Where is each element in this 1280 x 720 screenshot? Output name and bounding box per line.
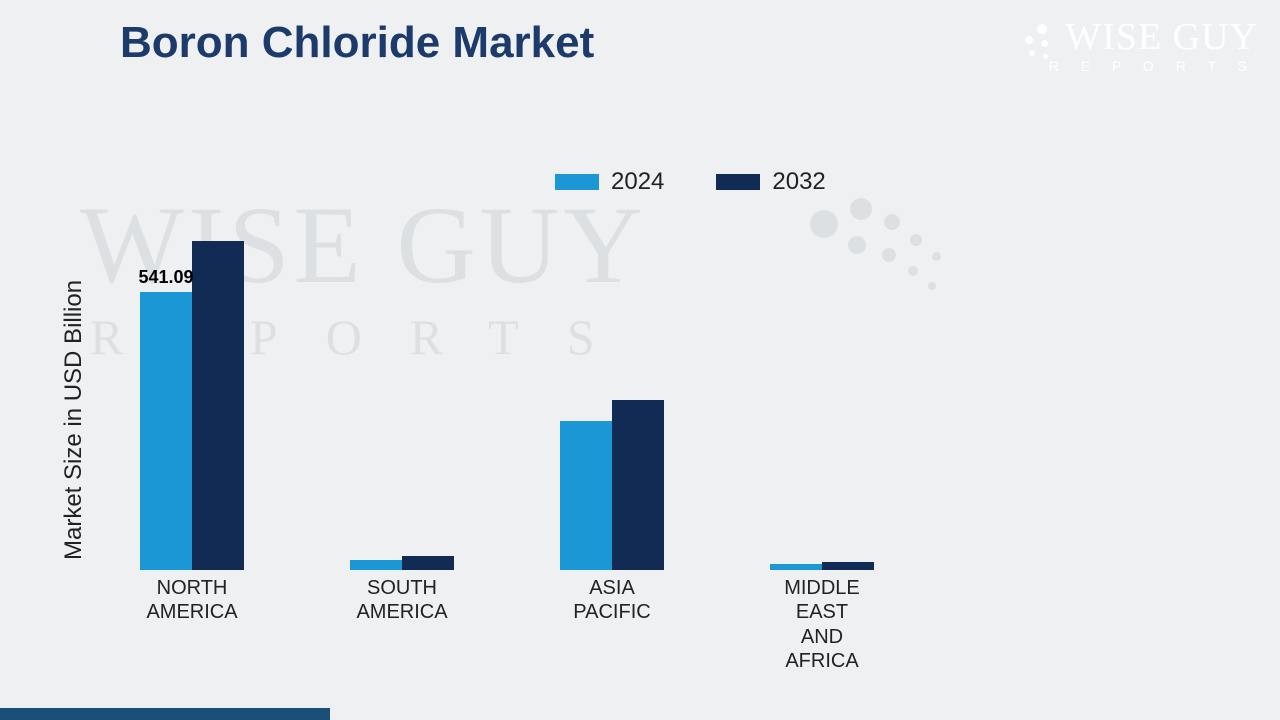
chart-title: Boron Chloride Market	[120, 18, 594, 68]
footer-strip	[0, 708, 330, 720]
x-label-1: SOUTHAMERICA	[317, 576, 487, 625]
stage: Boron Chloride Market WISE GUY R E P O R…	[0, 0, 1280, 720]
y-axis-label: Market Size in USD Billion	[60, 280, 88, 560]
legend-item-2032: 2032	[716, 168, 825, 196]
bar-value-label: 541.09	[126, 267, 206, 288]
legend-swatch-2032	[716, 174, 760, 190]
bar-2032-1	[402, 556, 454, 570]
bar-2024-3	[770, 564, 822, 570]
bar-2024-0	[140, 292, 192, 570]
legend-item-2024: 2024	[555, 168, 664, 196]
brand-sub: R E P O R T S	[1049, 58, 1258, 74]
brand-main: WISE GUY	[1049, 18, 1258, 56]
legend: 2024 2032	[555, 168, 826, 196]
brand-logo: WISE GUY R E P O R T S	[1049, 18, 1258, 74]
chart-plot-area: 541.09	[100, 210, 930, 570]
legend-label-2024: 2024	[611, 168, 664, 196]
legend-swatch-2024	[555, 174, 599, 190]
bar-2024-2	[560, 421, 612, 570]
bar-2032-3	[822, 562, 874, 570]
x-label-2: ASIAPACIFIC	[527, 576, 697, 625]
brand-dots-icon	[1019, 20, 1055, 68]
legend-label-2032: 2032	[772, 168, 825, 196]
x-axis-labels: NORTHAMERICA SOUTHAMERICA ASIAPACIFIC MIDDL…	[100, 572, 930, 692]
x-label-0: NORTHAMERICA	[107, 576, 277, 625]
bar-2024-1	[350, 560, 402, 570]
x-label-3: MIDDLEEASTANDAFRICA	[737, 576, 907, 674]
bar-2032-2	[612, 400, 664, 570]
bar-2032-0	[192, 241, 244, 570]
